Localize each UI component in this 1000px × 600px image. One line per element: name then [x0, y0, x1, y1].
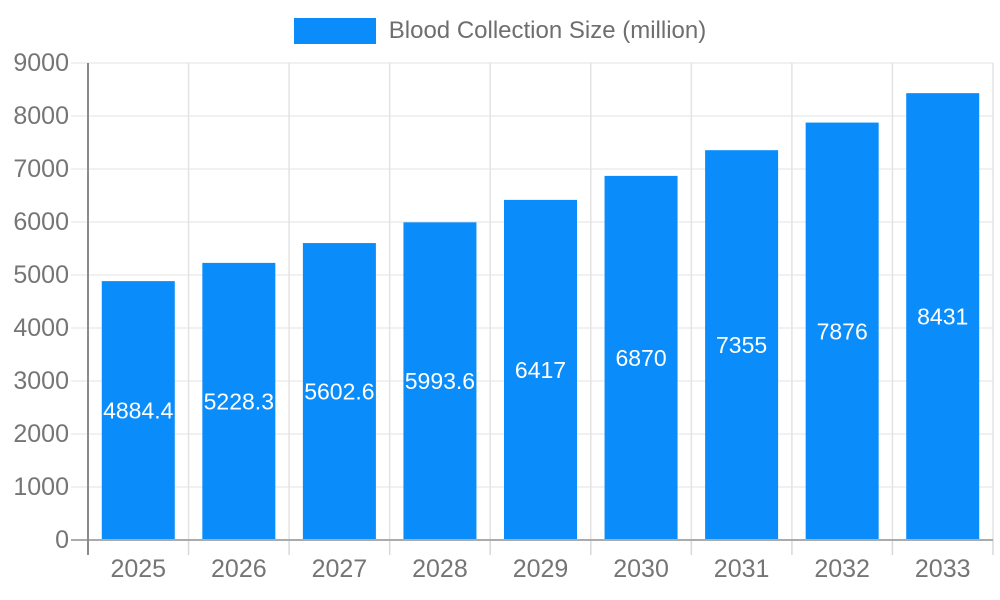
chart-legend: Blood Collection Size (million) — [0, 17, 1000, 45]
bar-value-label: 7355 — [716, 332, 767, 358]
bar-value-label: 5228.3 — [204, 388, 274, 414]
legend-label: Blood Collection Size (million) — [388, 17, 707, 44]
bars — [101, 93, 980, 541]
bar-2026 — [202, 262, 276, 540]
bar-value-label: 6417 — [515, 357, 566, 383]
y-axis-tick-label: 4000 — [13, 314, 69, 342]
y-axis-tick-label: 7000 — [13, 155, 69, 183]
y-axis-tick-label: 9000 — [13, 49, 69, 77]
bar-2025 — [101, 281, 175, 540]
y-axis-tick-label: 5000 — [13, 261, 69, 289]
bar-value-label: 5602.6 — [304, 379, 374, 405]
bar-2027 — [302, 243, 376, 540]
bar-value-labels: 4884.4 5228.3 5602.6 5993.6 6417 6870 7355 7876… — [103, 304, 968, 424]
y-axis-tick-label: 3000 — [13, 367, 69, 395]
y-axis-tick-label: 2000 — [13, 420, 69, 448]
x-axis-category-label: 2031 — [714, 555, 770, 583]
bar-2031 — [705, 150, 779, 540]
legend-swatch — [293, 18, 376, 44]
y-axis-tick-label: 0 — [55, 526, 69, 554]
bar-value-label: 4884.4 — [103, 398, 174, 424]
y-axis-tick-label: 8000 — [13, 102, 69, 130]
bar-2030 — [604, 175, 678, 540]
y-axis-tick-label: 1000 — [13, 473, 69, 501]
x-axis-category-label: 2033 — [915, 555, 971, 583]
x-axis-category-label: 2026 — [211, 555, 267, 583]
x-axis-category-label: 2025 — [110, 555, 166, 583]
x-axis-category-label: 2028 — [412, 555, 468, 583]
bar-2029 — [504, 199, 577, 541]
x-axis-labels: 2025 2026 2027 2028 2029 2030 2031 2032 2033 — [110, 555, 970, 583]
axis-lines — [71, 63, 993, 555]
bar-value-label: 5993.6 — [405, 368, 475, 394]
bar-2033 — [906, 93, 980, 541]
bar-2028 — [403, 222, 477, 540]
bar-value-label: 8431 — [917, 304, 968, 330]
x-axis-category-label: 2027 — [312, 555, 368, 583]
x-axis-category-label: 2029 — [513, 555, 569, 583]
x-axis-category-label: 2032 — [814, 555, 870, 583]
y-axis-tick-label: 6000 — [13, 208, 69, 236]
bar-value-label: 7876 — [817, 318, 868, 344]
bar-value-label: 6870 — [615, 345, 666, 371]
x-axis-category-label: 2030 — [613, 555, 669, 583]
bar-2032 — [805, 122, 879, 541]
y-axis-labels: 0 1000 2000 3000 4000 5000 6000 7000 8000 9000 — [13, 49, 69, 554]
